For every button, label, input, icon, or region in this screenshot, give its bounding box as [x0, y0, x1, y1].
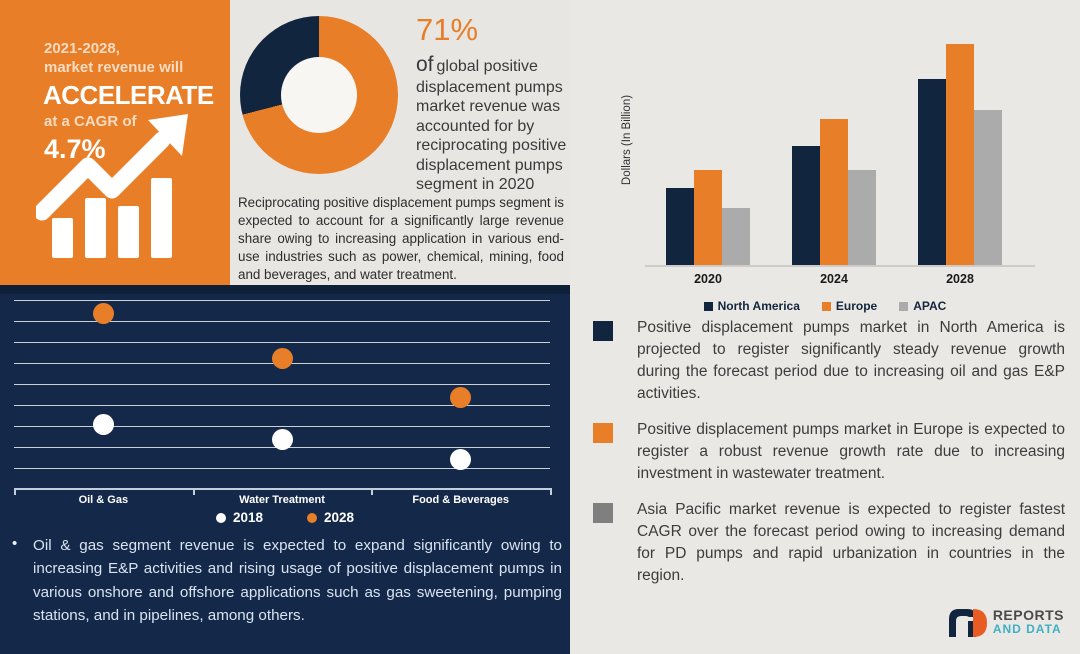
- legend-label: North America: [717, 299, 800, 313]
- bar-legend-item-europe: Europe: [821, 299, 878, 313]
- asia-pacific-bullet-text: Asia Pacific market revenue is expected …: [637, 501, 1065, 584]
- dot-plot-gridline: [14, 405, 550, 406]
- bar-apac-2028: [974, 110, 1002, 265]
- dot-plot-category-oil-gas: Oil & Gas: [78, 494, 129, 506]
- dot-plot-x-axis: [14, 488, 550, 490]
- dot-2028-oil-gas: [92, 302, 114, 324]
- dot-plot-category-water-treatment: Water Treatment: [239, 494, 325, 506]
- dot-plot-legend-item-2018: 2018: [215, 510, 263, 525]
- cagr-subtitle: market revenue will: [44, 58, 184, 76]
- asia-pacific-swatch: [593, 503, 613, 523]
- bar-apac-2020: [722, 208, 750, 265]
- europe-swatch: [593, 423, 613, 443]
- dot-plot-axis-tick: [14, 488, 16, 495]
- dot-plot-gridline: [14, 300, 550, 301]
- oil-gas-bullet: • Oil & gas segment revenue is expected …: [12, 534, 562, 627]
- dot-2018-food-beverages: [450, 449, 472, 471]
- legend-swatch: [703, 301, 713, 311]
- north-america-bullet-text: Positive displacement pumps market in No…: [637, 319, 1065, 402]
- legend-dot: [307, 512, 317, 523]
- donut-chart: [240, 16, 398, 174]
- reciprocating-paragraph: Reciprocating positive displacement pump…: [238, 195, 564, 282]
- bar-europe-2024: [820, 119, 848, 265]
- dot-plot-legend: 2018 2028: [0, 510, 570, 525]
- dot-plot-category-food-beverages: Food & Beverages: [412, 494, 509, 506]
- regional-bullets: Positive displacement pumps market in No…: [593, 317, 1065, 601]
- growth-arrow-chart-icon: [36, 114, 188, 258]
- cagr-panel: 2021-2028, market revenue will ACCELERAT…: [0, 0, 230, 285]
- bar-europe-2020: [694, 170, 722, 265]
- dot-plot-gridline: [14, 468, 550, 469]
- segment-panel: Oil & Gas Water Treatment Food & Beverages…: [0, 285, 570, 654]
- asia-pacific-bullet: Asia Pacific market revenue is expected …: [593, 499, 1065, 587]
- bar-group-2028: [918, 44, 1002, 265]
- legend-label: 2028: [324, 510, 355, 525]
- dot-2018-oil-gas: [92, 413, 114, 435]
- bar-x-tick-2020: 2020: [694, 272, 722, 286]
- legend-label: Europe: [835, 299, 878, 313]
- dot-plot-axis-tick: [371, 488, 374, 495]
- bar-north-america-2028: [918, 79, 946, 265]
- legend-swatch: [821, 301, 831, 311]
- stat-lead: of: [416, 53, 434, 76]
- dot-plot-axis-tick: [192, 488, 195, 495]
- reports-and-data-logo-mark: [948, 609, 987, 637]
- bar-north-america-2020: [666, 188, 694, 265]
- legend-label: 2018: [232, 510, 263, 525]
- bar-x-tick-2028: 2028: [946, 272, 974, 286]
- north-america-bullet: Positive displacement pumps market in No…: [593, 317, 1065, 405]
- bar-chart-legend: North America Europe APAC: [570, 299, 1080, 313]
- cagr-value: 4.7%: [44, 133, 106, 164]
- cagr-emphasis: ACCELERATE: [43, 79, 214, 110]
- donut-chart-hole: [281, 57, 357, 133]
- dot-plot-legend-item-2028: 2028: [307, 510, 354, 525]
- dot-plot-gridline: [14, 321, 550, 322]
- bar-x-tick-2024: 2024: [820, 272, 848, 286]
- bar-apac-2024: [848, 170, 876, 265]
- bar-group-2024: [792, 119, 876, 265]
- segment-dot-plot: Oil & Gas Water Treatment Food & Beverages…: [0, 285, 570, 525]
- dot-plot-axis-tick: [550, 488, 552, 495]
- bar-legend-item-north-america: North America: [703, 299, 800, 313]
- north-america-swatch: [593, 321, 613, 341]
- stat-text: of global positive displacement pumps mar…: [416, 53, 567, 194]
- dot-2018-water-treatment: [271, 428, 293, 450]
- stat-value: 71%: [416, 12, 479, 47]
- dot-plot-gridline: [14, 342, 550, 343]
- bar-legend-item-apac: APAC: [899, 299, 946, 313]
- logo-text-and-data: AND DATA: [992, 622, 1062, 637]
- reports-and-data-logo: REPORTS AND DATA: [947, 605, 1064, 639]
- regional-panel: Dollars (In Billion) 2020 2024 2028 North …: [570, 0, 1080, 654]
- bar-group-2020: [666, 170, 750, 265]
- dot-2028-water-treatment: [271, 347, 293, 369]
- europe-bullet-text: Positive displacement pumps market in Eu…: [637, 421, 1065, 482]
- regional-bar-chart: [645, 35, 1035, 267]
- bar-europe-2028: [946, 44, 974, 265]
- europe-bullet: Positive displacement pumps market in Eu…: [593, 419, 1065, 485]
- cagr-years: 2021-2028,: [44, 40, 120, 57]
- legend-dot: [215, 512, 226, 523]
- dot-plot-gridline: [14, 426, 550, 427]
- cagr-caption: at a CAGR of: [44, 113, 137, 130]
- legend-label: APAC: [913, 299, 947, 313]
- legend-swatch: [899, 301, 909, 311]
- dot-2028-food-beverages: [450, 387, 472, 409]
- dot-plot-gridline: [14, 384, 550, 385]
- bullet-marker: •: [12, 535, 18, 552]
- bar-north-america-2024: [792, 146, 820, 265]
- donut-panel: 71% of global positive displacement pumps…: [230, 0, 570, 285]
- oil-gas-bullet-text: Oil & gas segment revenue is expected to…: [33, 537, 562, 624]
- logo-text-reports: REPORTS: [992, 607, 1064, 624]
